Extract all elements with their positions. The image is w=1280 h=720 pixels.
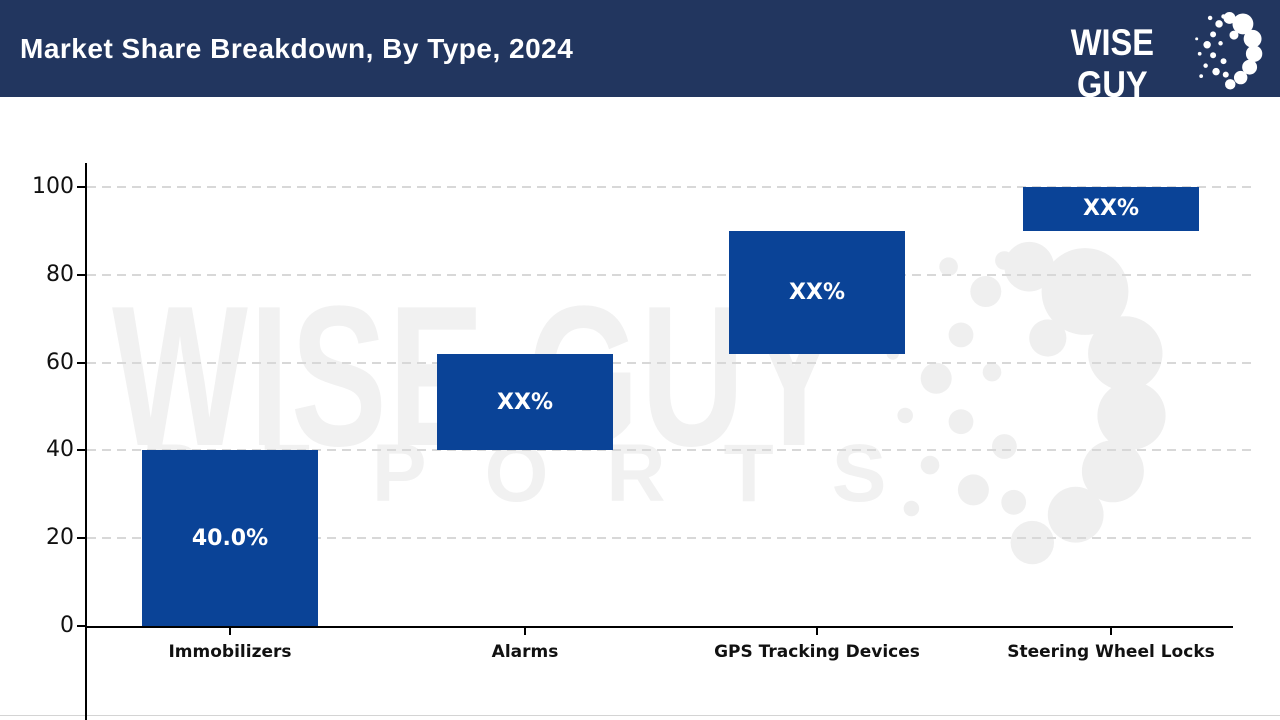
bar-0: 40.0%	[142, 450, 318, 626]
x-category-label: Steering Wheel Locks	[1007, 642, 1215, 662]
bar-1: XX%	[437, 353, 613, 451]
y-tick-mark	[77, 186, 85, 188]
bottom-border	[0, 715, 1280, 716]
bar-value-label: 40.0%	[191, 525, 269, 551]
y-tick-label: 60	[46, 349, 74, 375]
x-tick-mark	[1110, 628, 1112, 635]
gridline-40	[87, 449, 1256, 452]
y-tick-mark	[77, 625, 85, 627]
x-tick-mark	[524, 628, 526, 635]
header-bar: Market Share Breakdown, By Type, 2024 WI…	[0, 0, 1280, 122]
x-category-label: Alarms	[491, 642, 559, 662]
x-category-label: GPS Tracking Devices	[714, 642, 920, 662]
y-tick-mark	[77, 273, 85, 276]
y-tick-label: 0	[60, 613, 74, 638]
x-tick-mark	[229, 628, 231, 635]
watermark-head-icon	[886, 241, 1166, 565]
chart-area: WISE GUY REPORTS	[0, 97, 1280, 720]
y-axis-line	[85, 163, 87, 720]
y-tick-mark	[77, 449, 85, 452]
y-tick-label: 100	[32, 174, 74, 199]
bar-3: XX%	[1023, 187, 1199, 231]
gridline-20	[87, 537, 1256, 540]
y-tick-label: 40	[46, 437, 74, 463]
y-tick-label: 80	[46, 261, 74, 287]
x-axis-line	[85, 626, 1233, 628]
bar-value-label: XX%	[789, 279, 845, 305]
y-tick-mark	[77, 361, 85, 364]
y-tick-label: 20	[46, 525, 74, 551]
bar-2: XX%	[729, 230, 905, 354]
gridline-100	[87, 186, 1256, 188]
x-tick-mark	[816, 628, 818, 635]
chart-title: Market Share Breakdown, By Type, 2024	[20, 32, 574, 64]
gridline-80	[87, 273, 1256, 276]
wiseguy-head-icon	[1195, 11, 1263, 90]
wiseguy-logo: WISE GUY REPORTS	[1016, 6, 1266, 122]
x-category-label: Immobilizers	[168, 642, 292, 662]
gridline-60	[87, 361, 1256, 364]
bar-value-label: XX%	[497, 389, 553, 415]
bar-value-label: XX%	[1083, 196, 1139, 222]
y-tick-mark	[77, 537, 85, 540]
logo-wordmark: WISE GUY	[1070, 22, 1154, 105]
